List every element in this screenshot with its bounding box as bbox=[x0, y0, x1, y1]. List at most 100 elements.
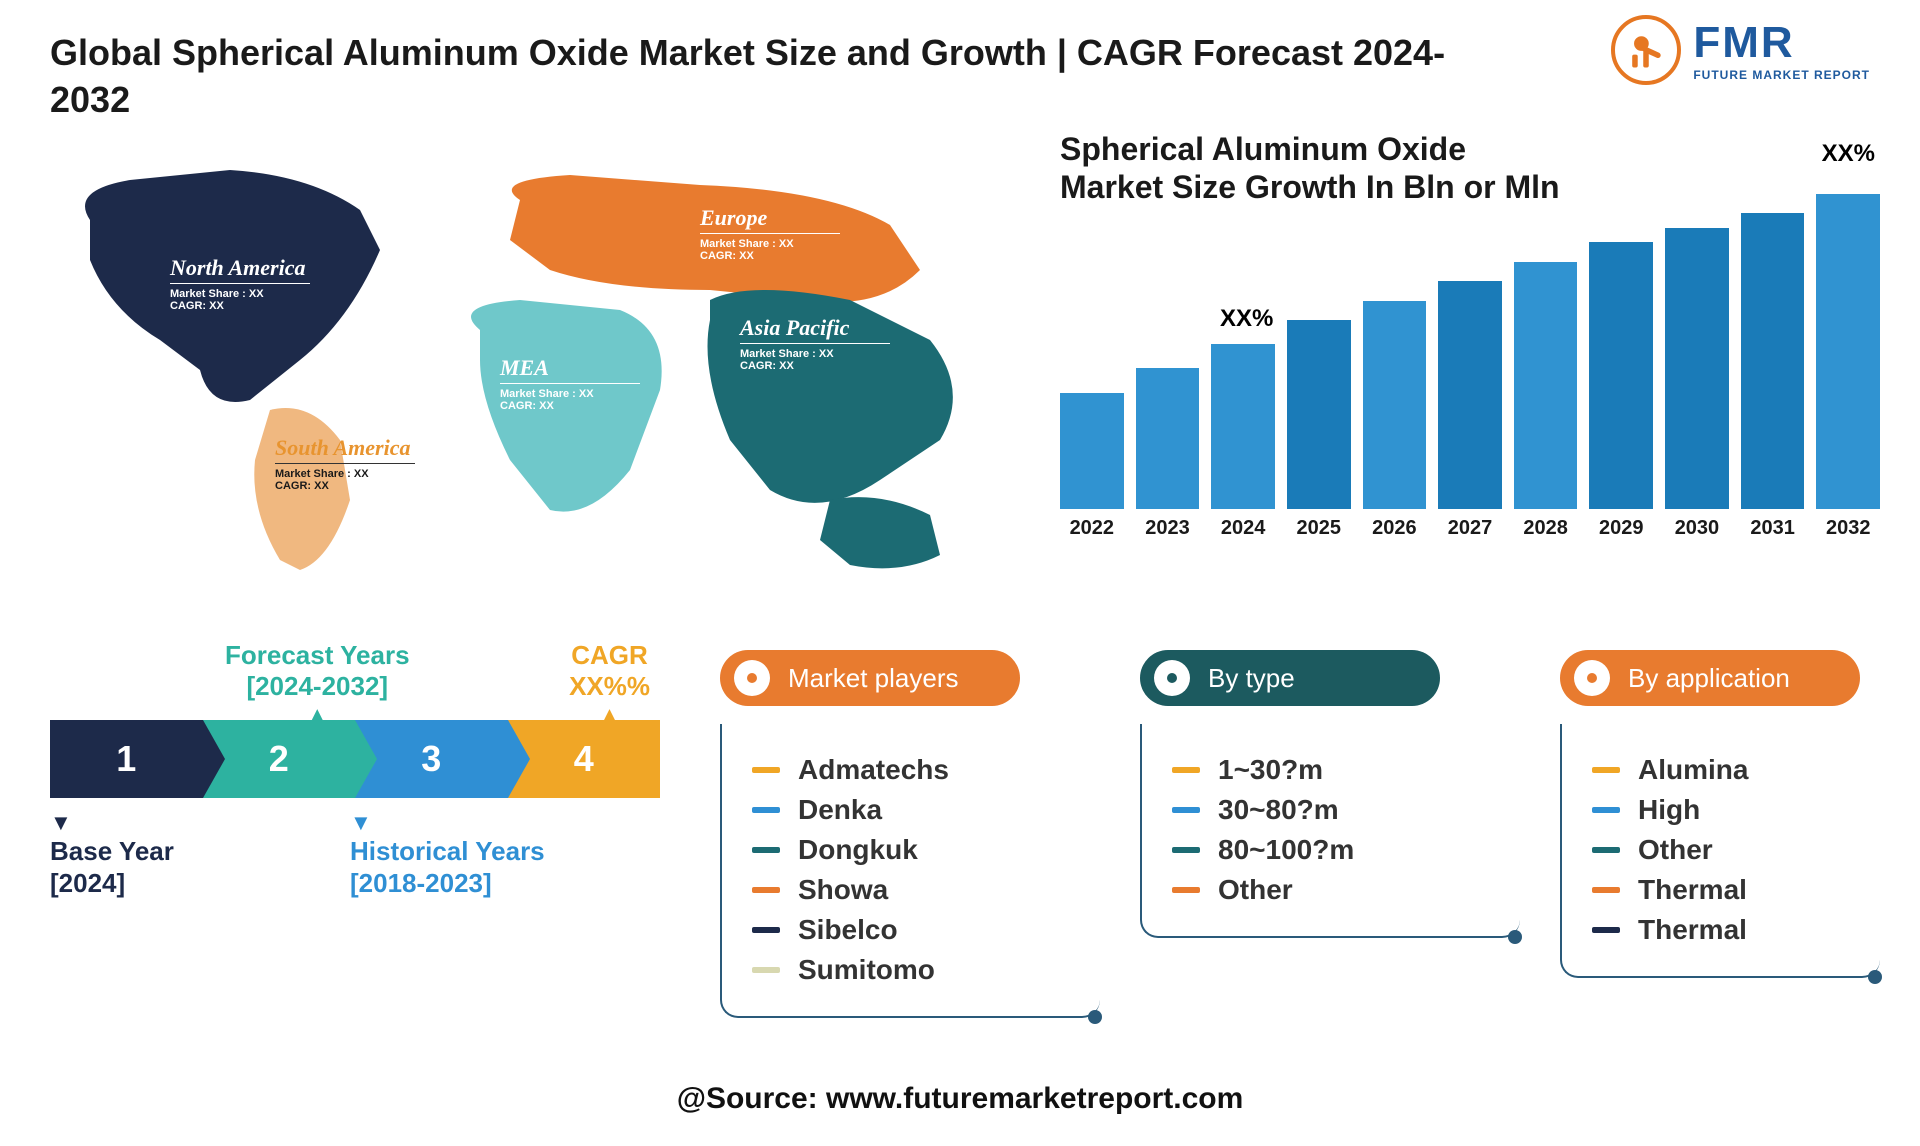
callout-2032: XX% bbox=[1822, 140, 1875, 168]
anno-range: [2018-2023] bbox=[350, 868, 545, 899]
bar-year-label: 2027 bbox=[1448, 517, 1493, 540]
bar-year-label: 2032 bbox=[1826, 517, 1871, 540]
tick-icon bbox=[1592, 847, 1620, 853]
region-cagr: CAGR: XX bbox=[170, 300, 310, 312]
logo: FMR FUTURE MARKET REPORT bbox=[1611, 15, 1870, 85]
tick-icon bbox=[1592, 767, 1620, 773]
list-item-label: Sumitomo bbox=[798, 954, 935, 986]
region-cagr: CAGR: XX bbox=[500, 400, 640, 412]
segment-number: 3 bbox=[421, 738, 441, 780]
bar-year-label: 2026 bbox=[1372, 517, 1417, 540]
region-market-share: Market Share : XX bbox=[500, 388, 640, 400]
bar-wrap: 2026 bbox=[1363, 301, 1427, 540]
bar bbox=[1211, 344, 1275, 509]
list-item-label: High bbox=[1638, 794, 1700, 826]
bar-year-label: 2022 bbox=[1070, 517, 1115, 540]
pill-dot-icon bbox=[1154, 660, 1190, 696]
bar-wrap: 2028 bbox=[1514, 262, 1578, 540]
list-item: 1~30?m bbox=[1172, 754, 1508, 786]
list-item-label: 80~100?m bbox=[1218, 834, 1354, 866]
tick-icon bbox=[752, 767, 780, 773]
list-item-label: Sibelco bbox=[798, 914, 898, 946]
region-name: South America bbox=[275, 435, 415, 461]
tick-icon bbox=[1172, 807, 1200, 813]
pill-label: By application bbox=[1628, 663, 1790, 694]
list-item-label: Showa bbox=[798, 874, 888, 906]
bar-wrap: 2031 bbox=[1741, 213, 1805, 540]
list-item: Other bbox=[1592, 834, 1868, 866]
region-cagr: CAGR: XX bbox=[740, 360, 890, 372]
logo-abbr: FMR bbox=[1693, 18, 1870, 68]
logo-text: FMR FUTURE MARKET REPORT bbox=[1693, 18, 1870, 82]
pill-by-application: By application bbox=[1560, 650, 1860, 706]
label-asia-pacific: Asia Pacific Market Share : XX CAGR: XX bbox=[740, 315, 890, 372]
label-mea: MEA Market Share : XX CAGR: XX bbox=[500, 355, 640, 412]
anno-label: Base Year bbox=[50, 836, 174, 867]
bar-year-label: 2031 bbox=[1750, 517, 1795, 540]
list-market-players: Admatechs Denka Dongkuk Showa Sibelco Sumitom… bbox=[720, 724, 1100, 1018]
bar-wrap: 2029 bbox=[1589, 242, 1653, 540]
col-by-type: By type 1~30?m30~80?m80~100?mOther bbox=[1140, 650, 1520, 938]
tick-icon bbox=[752, 967, 780, 973]
bar-wrap: 2027 bbox=[1438, 281, 1502, 540]
label-north-america: North America Market Share : XX CAGR: XX bbox=[170, 255, 310, 312]
page-title: Global Spherical Aluminum Oxide Market S… bbox=[50, 30, 1450, 124]
list-item: Thermal bbox=[1592, 874, 1868, 906]
list-by-application: AluminaHighOtherThermalThermal bbox=[1560, 724, 1880, 978]
bar bbox=[1816, 194, 1880, 509]
bar-year-label: 2023 bbox=[1145, 517, 1190, 540]
timeline-segment: 1 bbox=[50, 720, 203, 798]
list-item: Other bbox=[1172, 874, 1508, 906]
anno-historical: ▼ Historical Years [2018-2023] bbox=[350, 810, 545, 899]
list-by-type: 1~30?m30~80?m80~100?mOther bbox=[1140, 724, 1520, 938]
bar-wrap: 2030 bbox=[1665, 228, 1729, 540]
list-item: Denka bbox=[752, 794, 1088, 826]
chart-title: Spherical Aluminum Oxide Market Size Gro… bbox=[1060, 130, 1560, 207]
tick-icon bbox=[1172, 767, 1200, 773]
region-market-share: Market Share : XX bbox=[170, 288, 310, 300]
list-item-label: Dongkuk bbox=[798, 834, 918, 866]
list-item-label: Other bbox=[1218, 874, 1293, 906]
bars-container: 2022 2023 2024 2025 2026 2027 2028 2029 … bbox=[1060, 210, 1880, 540]
bar bbox=[1363, 301, 1427, 509]
timeline-segment: 4 bbox=[508, 720, 661, 798]
list-item-label: Denka bbox=[798, 794, 882, 826]
list-item-label: Other bbox=[1638, 834, 1713, 866]
region-name: North America bbox=[170, 255, 310, 281]
segment-number: 1 bbox=[116, 738, 136, 780]
region-market-share: Market Share : XX bbox=[275, 468, 415, 480]
bar bbox=[1741, 213, 1805, 509]
col-market-players: Market players Admatechs Denka Dongkuk Show… bbox=[720, 650, 1100, 1018]
segment-number: 2 bbox=[269, 738, 289, 780]
list-item: Sibelco bbox=[752, 914, 1088, 946]
bar-year-label: 2030 bbox=[1675, 517, 1720, 540]
label-south-america: South America Market Share : XX CAGR: XX bbox=[275, 435, 415, 492]
market-size-bar-chart: Spherical Aluminum Oxide Market Size Gro… bbox=[1060, 130, 1880, 580]
label-europe: Europe Market Share : XX CAGR: XX bbox=[700, 205, 840, 262]
bar-year-label: 2024 bbox=[1221, 517, 1266, 540]
tick-icon bbox=[752, 927, 780, 933]
logo-full: FUTURE MARKET REPORT bbox=[1693, 68, 1870, 82]
source-attribution: @Source: www.futuremarketreport.com bbox=[0, 1082, 1920, 1116]
list-item-label: Admatechs bbox=[798, 754, 949, 786]
tick-icon bbox=[752, 887, 780, 893]
pill-label: Market players bbox=[788, 663, 959, 694]
col-by-application: By application AluminaHighOtherThermalTh… bbox=[1560, 650, 1880, 978]
triangle-down-icon: ▼ bbox=[50, 810, 174, 836]
pill-dot-icon bbox=[1574, 660, 1610, 696]
list-item: Alumina bbox=[1592, 754, 1868, 786]
segment-number: 4 bbox=[574, 738, 594, 780]
list-item: Showa bbox=[752, 874, 1088, 906]
pill-label: By type bbox=[1208, 663, 1295, 694]
tick-icon bbox=[752, 807, 780, 813]
list-item: High bbox=[1592, 794, 1868, 826]
list-item: 80~100?m bbox=[1172, 834, 1508, 866]
region-name: Europe bbox=[700, 205, 840, 231]
bar-wrap: 2022 bbox=[1060, 393, 1124, 540]
anno-label: Historical Years bbox=[350, 836, 545, 867]
tick-icon bbox=[1592, 807, 1620, 813]
region-cagr: CAGR: XX bbox=[275, 480, 415, 492]
anno-cagr: CAGR XX%% ▲ bbox=[569, 640, 650, 729]
anno-forecast: Forecast Years [2024-2032] ▲ bbox=[225, 640, 410, 729]
bar-year-label: 2025 bbox=[1296, 517, 1341, 540]
